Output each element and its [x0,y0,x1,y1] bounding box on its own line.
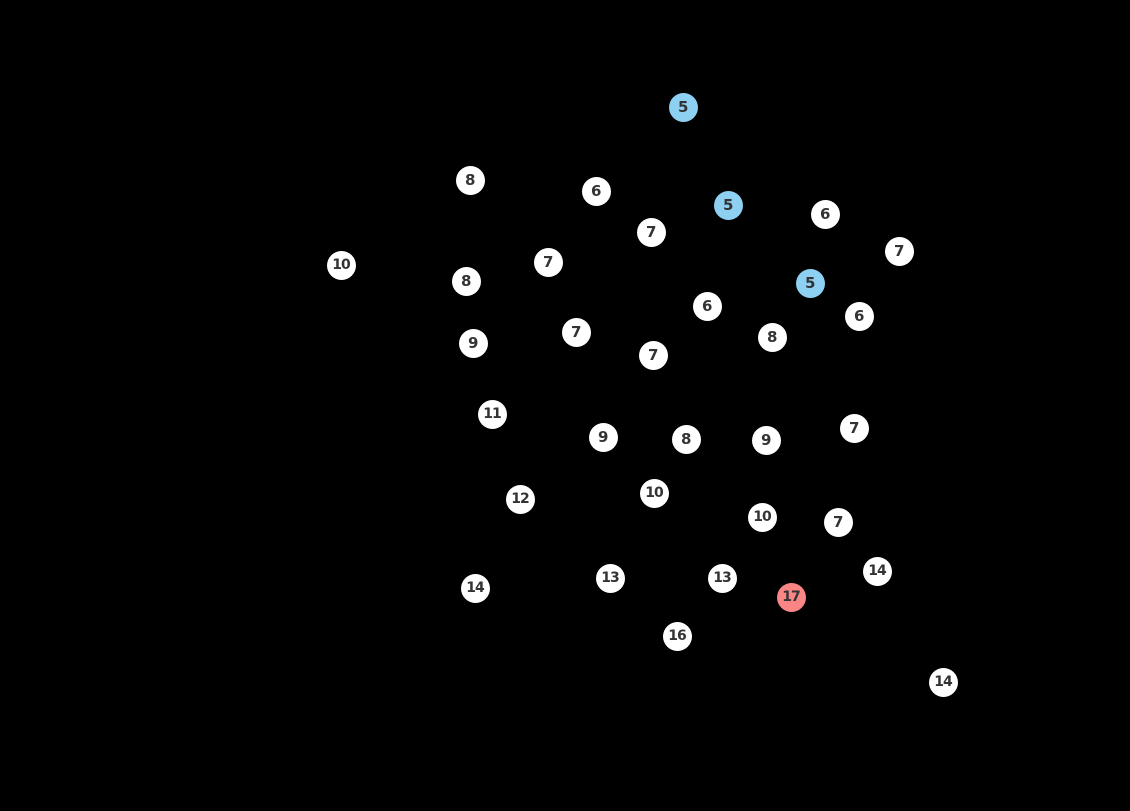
scatter-marker[interactable]: 8 [757,322,787,352]
scatter-marker[interactable]: 6 [581,176,611,206]
scatter-marker[interactable]: 5 [795,268,825,298]
scatter-marker[interactable]: 8 [455,165,485,195]
scatter-marker[interactable]: 8 [451,266,481,296]
scatter-marker[interactable]: 7 [884,236,914,266]
scatter-marker[interactable]: 10 [639,478,669,508]
scatter-marker[interactable]: 8 [671,424,701,454]
scatter-marker[interactable]: 14 [460,573,490,603]
scatter-marker[interactable]: 7 [533,247,563,277]
scatter-marker[interactable]: 7 [636,217,666,247]
scatter-marker[interactable]: 5 [713,190,743,220]
scatter-marker[interactable]: 11 [477,399,507,429]
scatter-marker[interactable]: 6 [844,301,874,331]
scatter-marker[interactable]: 16 [662,621,692,651]
scatter-marker[interactable]: 6 [810,199,840,229]
scatter-marker[interactable]: 10 [326,250,356,280]
scatter-marker[interactable]: 7 [638,340,668,370]
scatter-marker[interactable]: 13 [707,563,737,593]
scatter-marker[interactable]: 10 [747,502,777,532]
scatter-marker[interactable]: 14 [862,556,892,586]
scatter-marker[interactable]: 9 [751,425,781,455]
scatter-marker[interactable]: 9 [458,328,488,358]
scatter-marker[interactable]: 6 [692,291,722,321]
scatter-marker[interactable]: 17 [776,582,806,612]
scatter-marker[interactable]: 12 [505,484,535,514]
scatter-marker[interactable]: 14 [928,667,958,697]
scatter-marker[interactable]: 7 [823,507,853,537]
scatter-marker[interactable]: 9 [588,422,618,452]
scatter-marker[interactable]: 5 [668,92,698,122]
scatter-marker[interactable]: 13 [595,563,625,593]
scatter-marker[interactable]: 7 [561,317,591,347]
scatter-marker[interactable]: 7 [839,413,869,443]
